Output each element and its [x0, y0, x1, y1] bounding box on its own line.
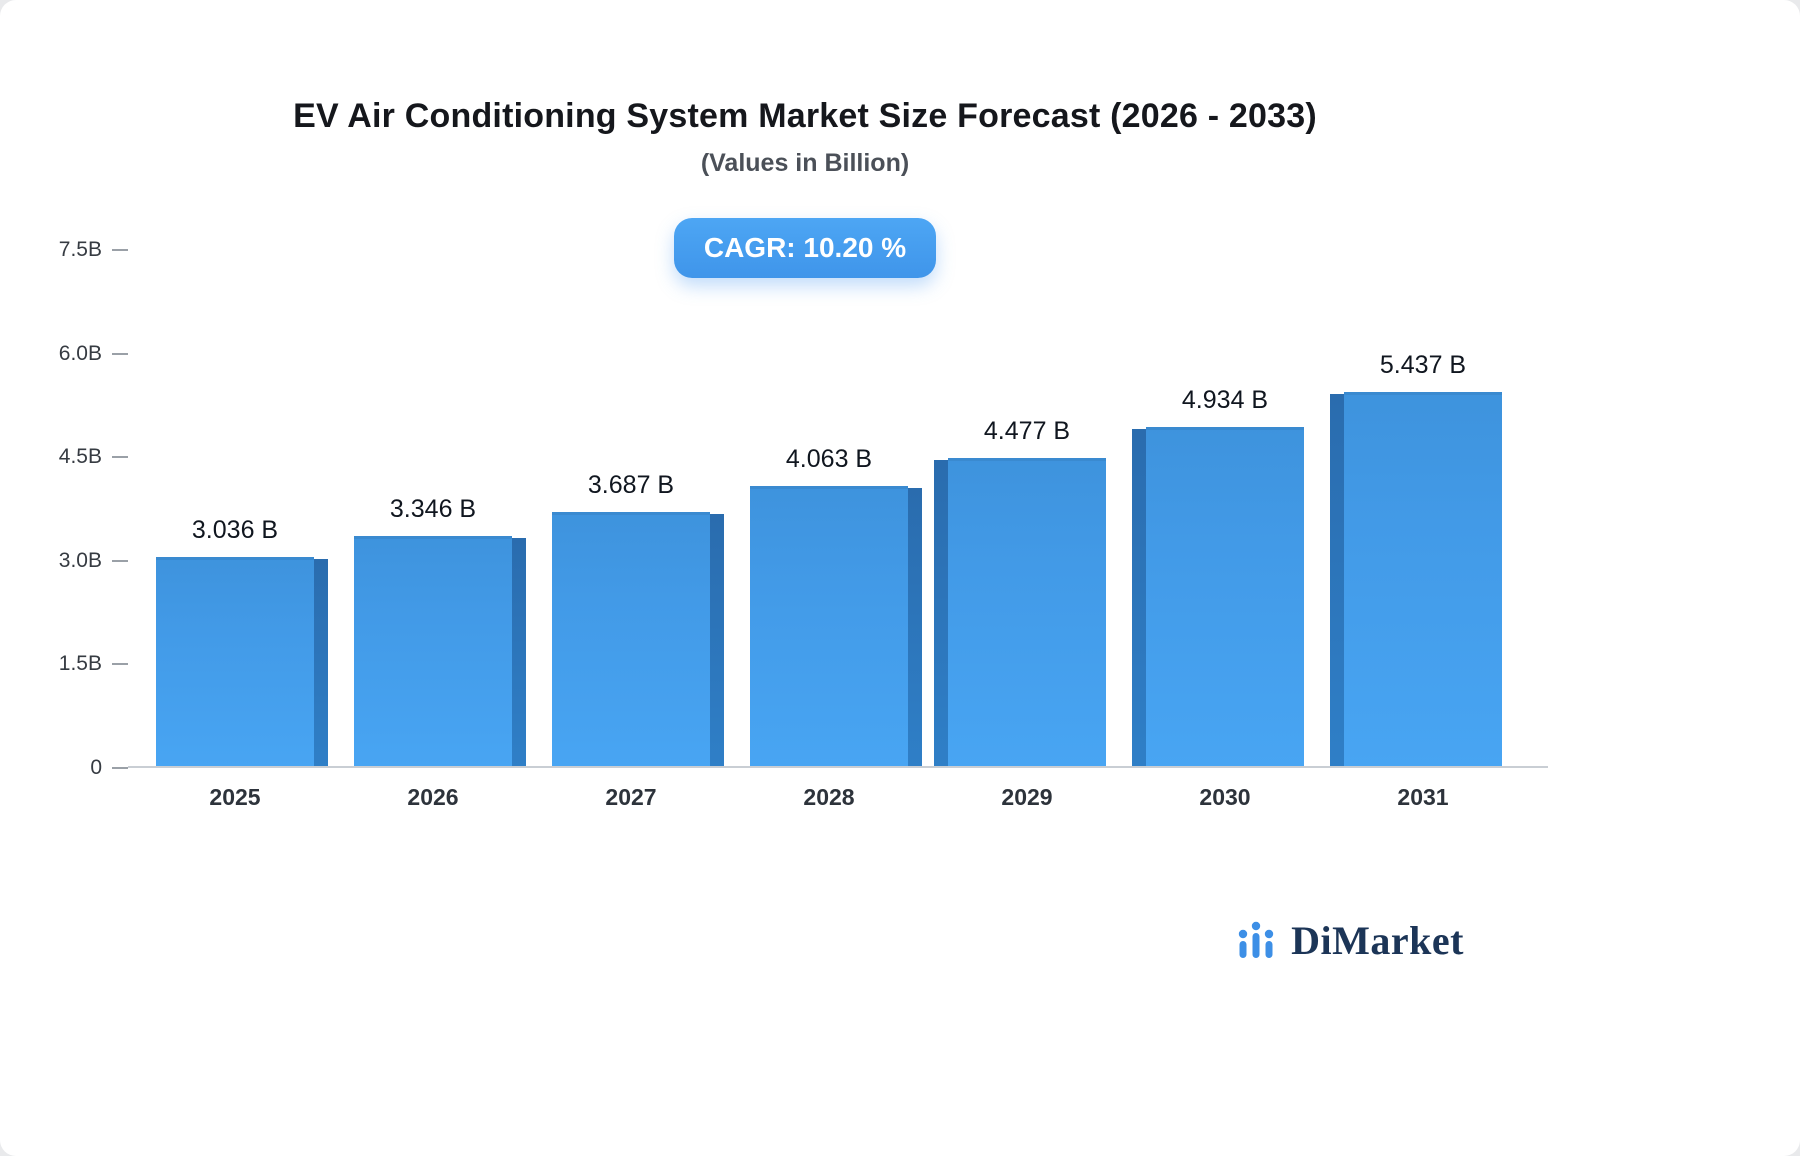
x-axis-label: 2028: [803, 784, 855, 810]
x-axis-label: 2026: [407, 784, 459, 810]
bar-value-label: 4.477 B: [983, 416, 1071, 445]
y-tick-dash: [112, 352, 128, 355]
badge-row: CAGR: 10.20 %: [0, 218, 1610, 278]
bar: [354, 535, 526, 767]
y-axis: 0 1.5B 3.0B 4.5B 6.0B 7.5B: [36, 238, 128, 779]
bar-value-label: 3.687 B: [587, 471, 675, 500]
x-axis-label: 2031: [1397, 784, 1449, 810]
x-axis-label: 2025: [209, 784, 261, 810]
bar-value-label: 5.437 B: [1379, 350, 1467, 379]
y-tick-dash: [112, 559, 128, 562]
bar-value-label: 3.346 B: [389, 494, 477, 523]
y-tick-dash: [112, 249, 128, 251]
bar: [156, 557, 328, 766]
x-axis-label: 2030: [1199, 784, 1251, 810]
y-tick: 1.5B: [59, 652, 128, 676]
y-tick-dash: [112, 456, 128, 459]
logo-text: DiMarket: [1291, 918, 1464, 963]
bar-group: 4.063 B: [750, 250, 922, 766]
bar: [552, 512, 724, 766]
bar: [1132, 426, 1304, 767]
y-tick-dash: [112, 663, 128, 666]
bar-group: 4.934 B: [1132, 250, 1304, 767]
y-tick-label: 3.0B: [58, 548, 102, 572]
chart-subtitle: (Values in Billion): [700, 149, 910, 177]
y-tick-label: 0: [90, 756, 102, 779]
y-tick-label: 7.5B: [58, 238, 102, 261]
bar-group: 3.687 B: [552, 250, 724, 766]
x-axis: 2025 2026 2027 2028 2029 2030 2031: [128, 784, 1548, 811]
bar-chart-dots-icon: [1238, 921, 1274, 958]
x-axis-label: 2029: [1001, 784, 1053, 810]
x-axis-label: 2027: [605, 784, 657, 810]
bar-group: 5.437 B: [1330, 250, 1502, 767]
bar-group: 4.477 B: [934, 250, 1106, 767]
y-tick-label: 6.0B: [58, 341, 102, 365]
y-tick: 7.5B: [59, 238, 128, 262]
bar: [1330, 391, 1502, 767]
bar-value-label: 4.063 B: [785, 445, 873, 474]
bar-chart: 0 1.5B 3.0B 4.5B 6.0B 7.5B 3.036 B 3.346 B 3.68…: [36, 238, 1556, 810]
y-tick-label: 4.5B: [58, 445, 102, 469]
y-tick: 4.5B: [59, 445, 128, 469]
y-tick: 6.0B: [59, 342, 128, 366]
y-tick-dash: [112, 767, 128, 769]
plot-area: 3.036 B 3.346 B 3.687 B 4.063 B 4.477 B 4.934…: [128, 250, 1548, 768]
dimarket-logo: DiMarket: [1233, 917, 1464, 964]
bar-value-label: 4.934 B: [1181, 385, 1269, 414]
y-tick: 0: [90, 756, 128, 780]
bar: [934, 457, 1106, 767]
bar: [750, 486, 922, 766]
bar-group: 3.346 B: [354, 250, 526, 767]
y-tick-label: 1.5B: [58, 652, 102, 676]
chart-title: EV Air Conditioning System Market Size F…: [293, 97, 1317, 135]
bar-group: 3.036 B: [156, 250, 328, 766]
y-tick: 3.0B: [59, 549, 128, 573]
bar-value-label: 3.036 B: [191, 516, 279, 545]
cagr-badge: CAGR: 10.20 %: [673, 218, 937, 278]
